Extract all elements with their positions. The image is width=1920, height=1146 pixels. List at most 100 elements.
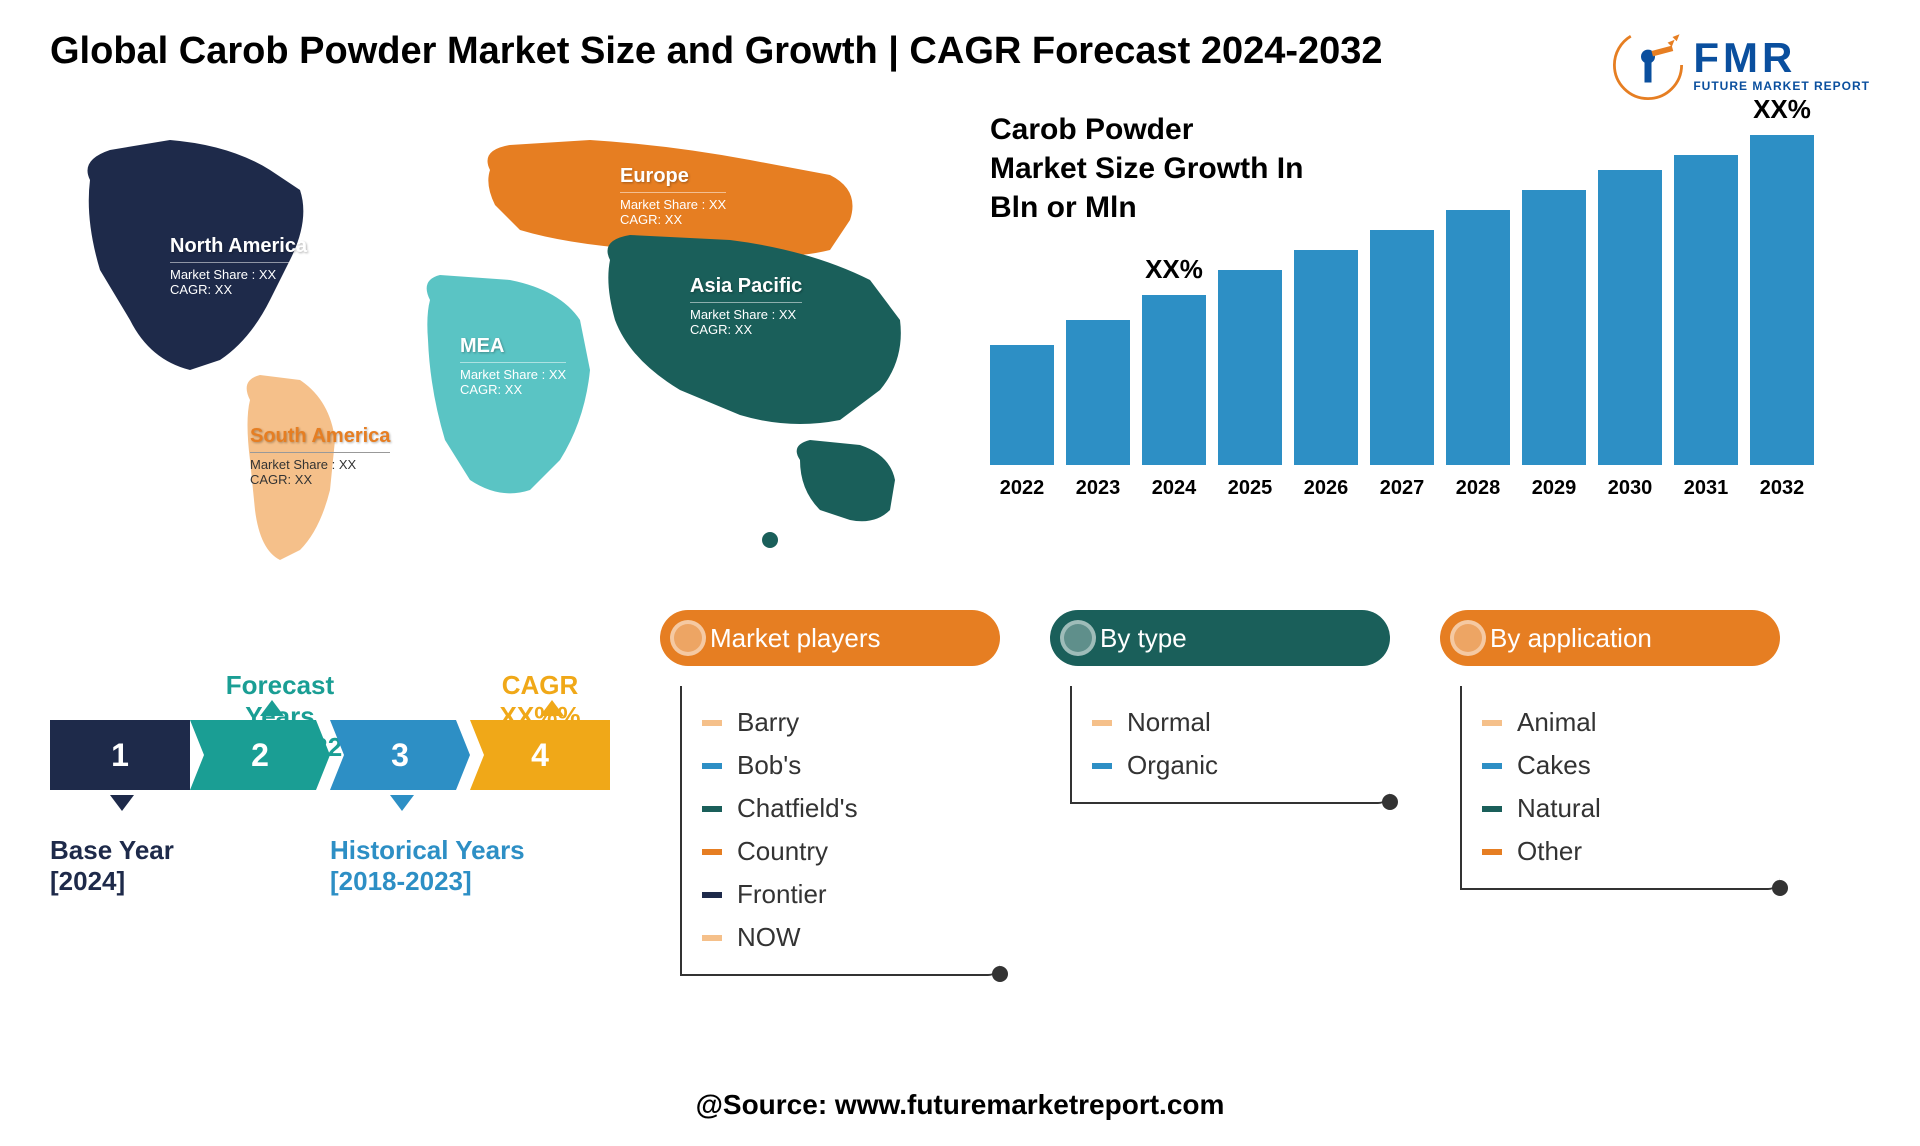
market-players-box: Market players BarryBob'sChatfield'sCoun… [660,610,1000,976]
bar-wrapper: 2023 [1066,320,1130,500]
timeline: Forecast Years[2024-2032] CAGRXX%% 1 2 3… [50,610,610,835]
bar-chart: Carob Powder Market Size Growth In Bln o… [990,120,1870,570]
fmr-logo: FMR FUTURE MARKET REPORT [1613,30,1870,100]
by-application-pill: By application [1440,610,1780,666]
tick-icon [702,763,722,769]
bar-wrapper: 2031 [1674,155,1738,500]
bar-wrapper: 2027 [1370,230,1434,500]
source-text: @Source: www.futuremarketreport.com [696,1089,1225,1121]
telescope-icon [1613,30,1683,100]
bar-wrapper: 2028 [1446,210,1510,500]
bar-year-label: 2029 [1532,477,1577,500]
bar-year-label: 2022 [1000,477,1045,500]
logo-subtext: FUTURE MARKET REPORT [1693,79,1870,93]
bar-year-label: 2031 [1684,477,1729,500]
world-map: North America Market Share : XXCAGR: XX … [50,120,950,570]
tick-icon [702,892,722,898]
bar-year-label: 2030 [1608,477,1653,500]
tick-icon [1092,763,1112,769]
bar-wrapper: 2022 [990,345,1054,500]
triangle-icon [540,700,564,716]
list-item: Normal [1092,701,1370,744]
bar [1218,270,1282,465]
triangle-icon [110,795,134,811]
list-item-label: Country [737,836,828,867]
timeline-seg-3: 3 [330,720,470,790]
bar [1522,190,1586,465]
list-item: Country [702,830,980,873]
region-mea: MEA Market Share : XXCAGR: XX [460,335,566,397]
list-item: Barry [702,701,980,744]
bar-year-label: 2028 [1456,477,1501,500]
tick-icon [1482,849,1502,855]
pill-circle-icon [670,620,706,656]
bar-year-label: 2032 [1760,477,1805,500]
bar-percent-label: XX% [1145,254,1203,285]
bar [1370,230,1434,465]
bar [1446,210,1510,465]
region-asia-pacific: Asia Pacific Market Share : XXCAGR: XX [690,275,802,337]
tick-icon [702,935,722,941]
tick-icon [702,849,722,855]
historical-years-label: Historical Years[2018-2023] [330,835,525,897]
timeline-seg-4: 4 [470,720,610,790]
bar-year-label: 2024 [1152,477,1197,500]
timeline-seg-2: 2 [190,720,330,790]
market-players-list: Barry Bob's Chatfield's Country Frontier NOW [680,686,1000,976]
list-item: Frontier [702,873,980,916]
by-application-box: By application AnimalCakesNaturalOther [1440,610,1780,890]
tick-icon [1092,720,1112,726]
by-application-list: AnimalCakesNaturalOther [1460,686,1780,890]
bar [1066,320,1130,465]
list-item: NOW [702,916,980,959]
region-south-america: South America Market Share : XXCAGR: XX [250,425,390,487]
list-item: Chatfield's [702,787,980,830]
bar [990,345,1054,465]
triangle-icon [260,700,284,716]
bar [1674,155,1738,465]
tick-icon [702,720,722,726]
list-item-label: Chatfield's [737,793,858,824]
pill-circle-icon [1450,620,1486,656]
list-item-label: Bob's [737,750,801,781]
pill-circle-icon [1060,620,1096,656]
by-type-pill: By type [1050,610,1390,666]
bar-year-label: 2025 [1228,477,1273,500]
header: Global Carob Powder Market Size and Grow… [50,30,1870,100]
tick-icon [702,806,722,812]
list-item-label: Natural [1517,793,1601,824]
list-item-label: NOW [737,922,801,953]
bar-percent-label: XX% [1753,94,1811,125]
list-item-label: Organic [1127,750,1218,781]
bar [1142,295,1206,465]
tick-icon [1482,720,1502,726]
list-item: Organic [1092,744,1370,787]
list-item-label: Normal [1127,707,1211,738]
bar-wrapper: XX%2032 [1750,135,1814,500]
bars-container: 20222023XX%20242025202620272028202920302… [990,120,1870,500]
region-north-america: North America Market Share : XXCAGR: XX [170,235,307,297]
base-year-label: Base Year[2024] [50,835,174,897]
by-type-list: Normal Organic [1070,686,1390,804]
bar-year-label: 2026 [1304,477,1349,500]
bar [1750,135,1814,465]
list-item: Other [1482,830,1760,873]
bottom-section: Forecast Years[2024-2032] CAGRXX%% 1 2 3… [50,610,1870,976]
list-item: Bob's [702,744,980,787]
bar-year-label: 2023 [1076,477,1121,500]
by-type-box: By type Normal Organic [1050,610,1390,804]
bar-wrapper: 2025 [1218,270,1282,500]
bar-wrapper: 2026 [1294,250,1358,500]
bar-wrapper: XX%2024 [1142,295,1206,500]
list-item: Animal [1482,701,1760,744]
logo-text: FMR [1693,37,1870,79]
list-item: Natural [1482,787,1760,830]
bar [1294,250,1358,465]
page-title: Global Carob Powder Market Size and Grow… [50,30,1383,73]
list-item-label: Barry [737,707,799,738]
list-item-label: Animal [1517,707,1596,738]
region-europe: Europe Market Share : XXCAGR: XX [620,165,726,227]
bar-wrapper: 2030 [1598,170,1662,500]
tick-icon [1482,763,1502,769]
triangle-icon [390,795,414,811]
